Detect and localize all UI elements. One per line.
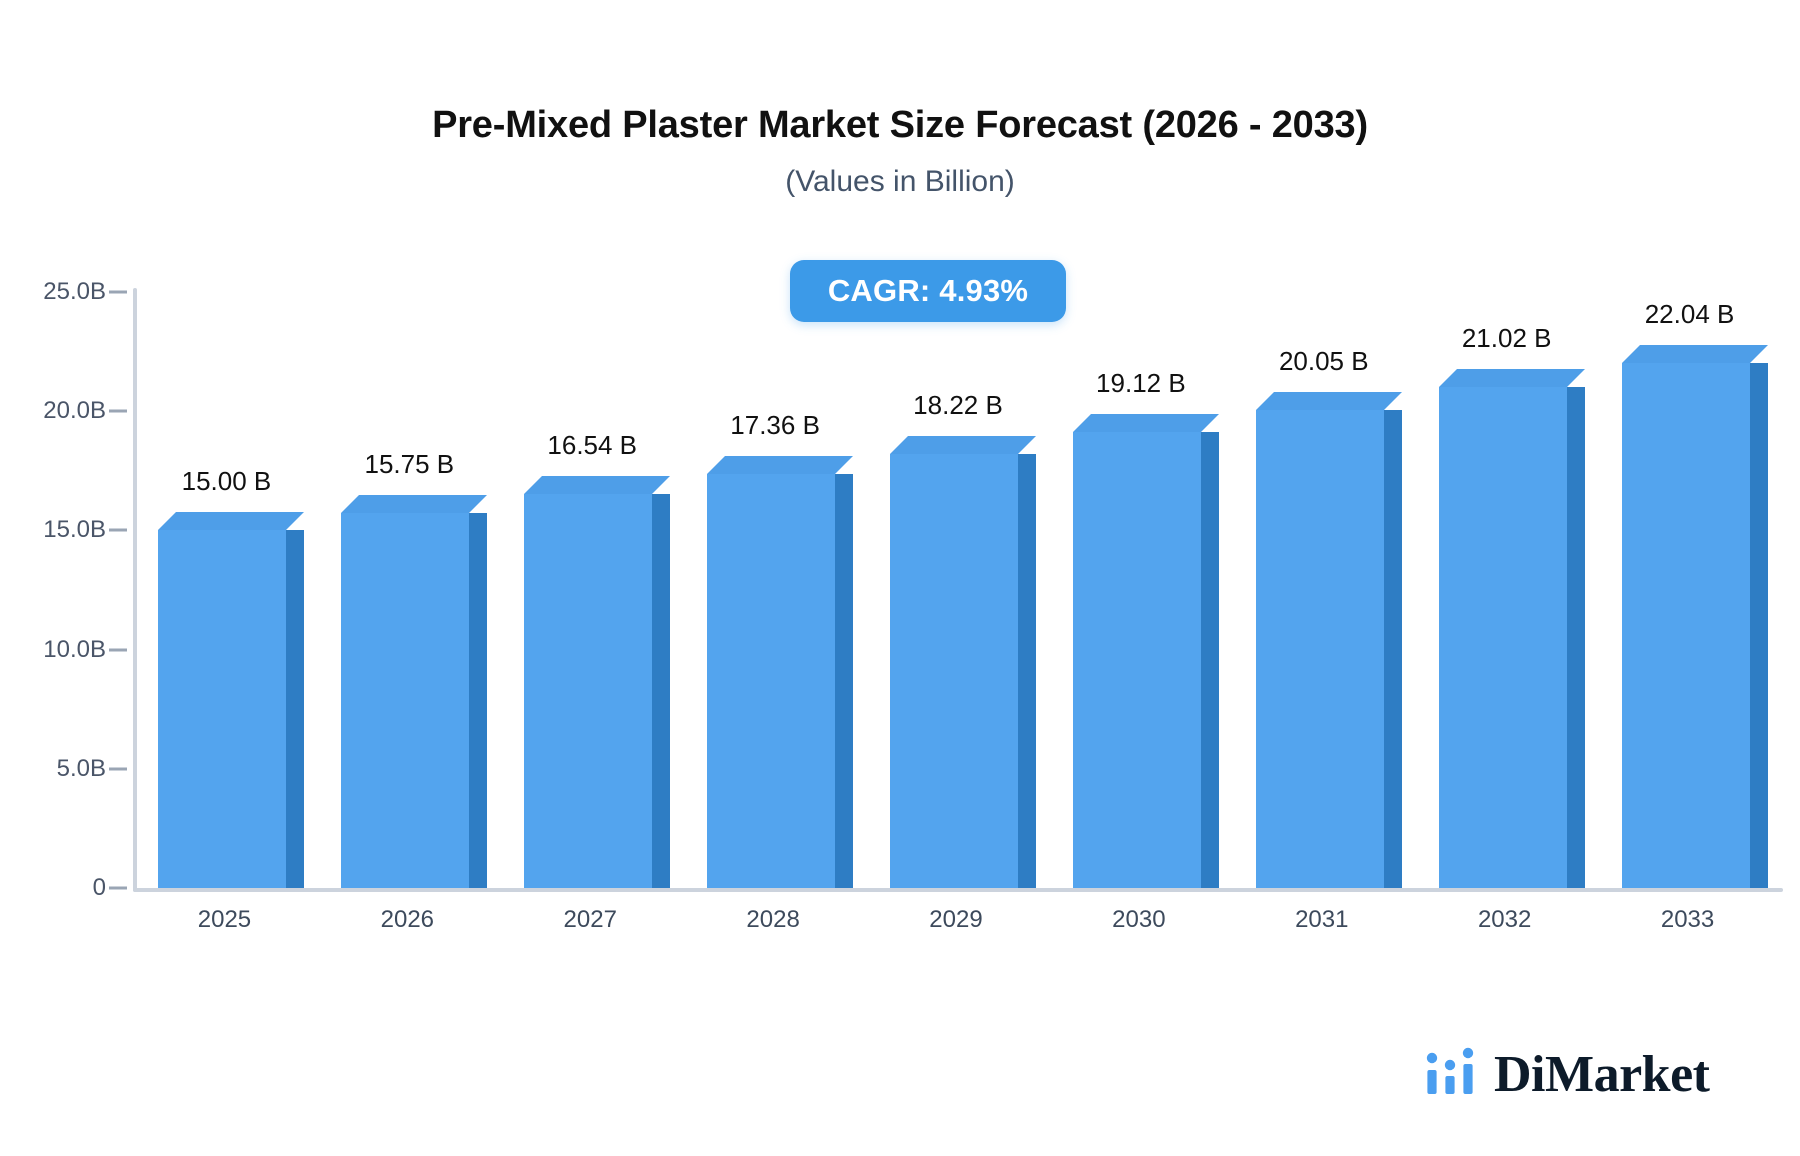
- bar-value-label: 21.02 B: [1461, 322, 1552, 353]
- x-axis-tick-label: 2030: [1112, 906, 1166, 933]
- bar-top-face: [1072, 414, 1219, 433]
- x-axis-tick-label: 2028: [746, 906, 800, 933]
- bar-front-face: [341, 512, 470, 888]
- bar-2026[interactable]: [341, 494, 488, 888]
- watermark-brand: DiMarket: [1494, 1045, 1710, 1103]
- y-axis-tick-mark: [109, 528, 127, 532]
- x-axis-tick-label: 2031: [1295, 906, 1349, 933]
- bar-top-face: [890, 435, 1036, 454]
- y-axis-tick-label: 20.0B: [43, 397, 106, 425]
- x-axis-tick-label: 2027: [563, 906, 617, 933]
- page-title: Pre-Mixed Plaster Market Size Forecast (…: [432, 104, 1368, 146]
- bar-2027[interactable]: [524, 475, 671, 888]
- bar-value-label: 16.54 B: [547, 429, 638, 460]
- bar-value-label: 22.04 B: [1644, 298, 1735, 329]
- bar-front-face: [707, 474, 836, 888]
- bar-front-face: [524, 493, 653, 888]
- y-axis-tick-mark: [109, 767, 127, 771]
- cagr-badge-label: CAGR: 4.93%: [827, 273, 1029, 308]
- bar-2032[interactable]: [1438, 368, 1585, 888]
- bar-2030[interactable]: [1072, 414, 1219, 888]
- bar-value-label: 15.75 B: [364, 448, 455, 479]
- y-axis-tick-label: 25.0B: [43, 278, 106, 305]
- y-axis-tick-mark: [109, 409, 127, 413]
- bar-side-face: [1200, 432, 1219, 888]
- bar-top-face: [524, 475, 671, 494]
- bar-2029[interactable]: [890, 435, 1036, 888]
- bar-top-face: [1255, 392, 1402, 410]
- cagr-badge: CAGR: 4.93%: [790, 260, 1066, 322]
- y-axis-tick-label: 10.0B: [43, 635, 106, 663]
- bar-2028[interactable]: [707, 456, 854, 888]
- bar-front-face: [1072, 432, 1201, 888]
- bar-front-face: [1255, 410, 1384, 888]
- bar-top-face: [341, 494, 488, 513]
- bar-top-face: [1438, 368, 1585, 387]
- bar-top-face: [707, 456, 854, 475]
- bar-value-label: 19.12 B: [1096, 368, 1186, 399]
- bar-top-face: [1621, 344, 1768, 363]
- bar-value-label: 15.00 B: [181, 466, 272, 497]
- bar-side-face: [1566, 386, 1585, 888]
- bar-chart-icon: [1424, 1046, 1480, 1103]
- bar-side-face: [1018, 453, 1036, 888]
- bar-front-face: [1621, 362, 1750, 888]
- x-axis-tick-label: 2029: [929, 906, 983, 933]
- bar-front-face: [1438, 386, 1567, 888]
- bar-value-label: 17.36 B: [730, 410, 820, 441]
- bar-side-face: [469, 512, 488, 888]
- bar-front-face: [890, 453, 1018, 888]
- y-axis-tick-mark: [109, 290, 127, 294]
- bar-side-face: [835, 474, 854, 888]
- watermark: DiMarket: [1424, 1045, 1710, 1103]
- bar-side-face: [286, 530, 305, 888]
- bar-top-face: [158, 512, 305, 531]
- x-axis-tick-label: 2032: [1477, 906, 1532, 933]
- y-axis-tick-label: 0: [92, 874, 106, 901]
- bar-front-face: [158, 530, 287, 888]
- y-axis-tick-mark: [109, 886, 127, 890]
- x-axis-line: [133, 888, 1783, 892]
- x-axis-tick-label: 2026: [380, 906, 435, 933]
- chart-subtitle: (Values in Billion): [785, 165, 1015, 198]
- bar-value-label: 20.05 B: [1278, 346, 1369, 376]
- y-axis-tick-mark: [109, 648, 127, 652]
- y-axis-line: [133, 288, 137, 892]
- y-axis-tick-label: 15.0B: [43, 516, 106, 544]
- bar-2033[interactable]: [1621, 344, 1768, 888]
- bar-2031[interactable]: [1255, 392, 1402, 888]
- bar-2025[interactable]: [158, 512, 305, 888]
- bar-value-label: 18.22 B: [913, 389, 1003, 420]
- bar-side-face: [1383, 410, 1402, 888]
- bar-side-face: [1749, 362, 1768, 888]
- x-axis-tick-label: 2033: [1660, 906, 1715, 933]
- y-axis-tick-label: 5.0B: [56, 754, 106, 782]
- x-axis-tick-label: 2025: [197, 906, 252, 933]
- bar-side-face: [652, 493, 671, 888]
